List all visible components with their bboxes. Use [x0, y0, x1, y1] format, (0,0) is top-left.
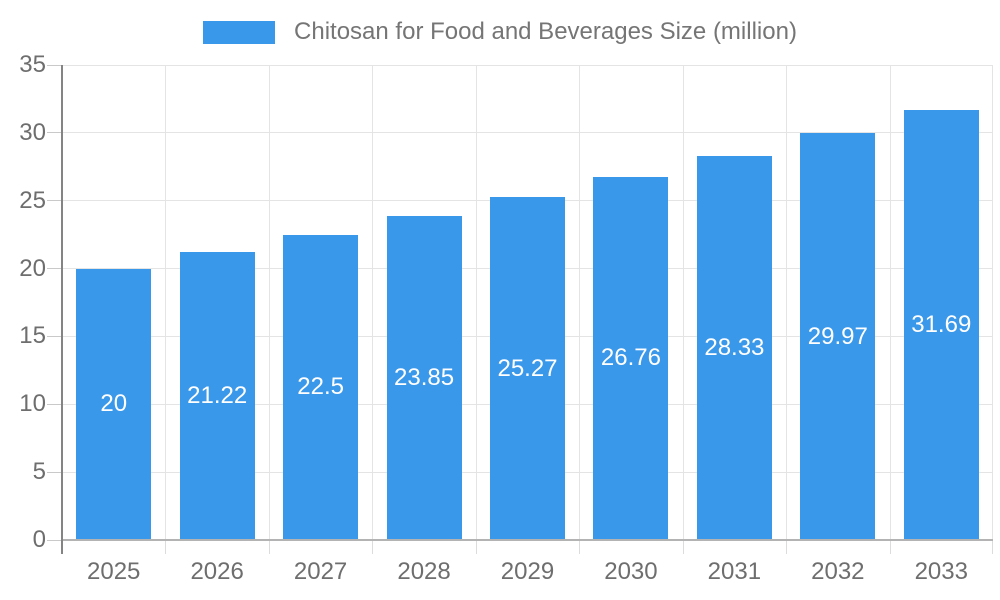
gridline-vertical [992, 65, 993, 540]
bar[interactable]: 21.22 [179, 252, 255, 540]
bar[interactable]: 25.27 [490, 197, 565, 540]
x-axis-label: 2030 [604, 558, 658, 585]
y-axis-tick-label: 30 [19, 118, 46, 146]
x-axis-tick-mark [992, 540, 993, 554]
plot-area: 20 21.22 22.5 23.85 25.27 26.76 28.33 29.97 31.6… [61, 64, 993, 554]
bar-value-label: 21.22 [187, 382, 248, 409]
y-axis-tick-mark [47, 471, 62, 473]
gridline-vertical [786, 65, 788, 540]
legend-swatch-icon [203, 20, 276, 44]
x-axis-label: 2026 [190, 558, 244, 585]
x-axis-tick-mark [786, 540, 788, 554]
x-axis-tick-mark [682, 540, 684, 554]
x-axis-label: 2028 [397, 558, 451, 585]
y-axis-tick-mark [47, 64, 62, 66]
bar[interactable]: 22.5 [283, 234, 359, 540]
y-axis-tick-mark [47, 132, 62, 134]
y-axis-tick-label: 20 [19, 254, 46, 282]
bar-value-label: 20 [100, 390, 128, 418]
bar[interactable]: 28.33 [696, 155, 772, 540]
y-axis-tick-label: 25 [19, 186, 46, 214]
bar[interactable]: 31.69 [903, 109, 979, 540]
y-axis-tick-mark [47, 200, 62, 202]
x-axis-tick-mark [475, 540, 477, 554]
y-axis-tick-label: 0 [32, 526, 46, 553]
y-axis-tick-mark [47, 403, 62, 405]
x-axis-label: 2025 [87, 558, 141, 585]
gridline-vertical [268, 65, 270, 540]
bar-value-label: 31.69 [911, 310, 972, 338]
bar-value-label: 28.33 [704, 333, 765, 361]
x-axis-label: 2029 [500, 558, 555, 585]
bar-value-label: 23.85 [394, 364, 455, 392]
y-axis-tick-mark [47, 335, 62, 337]
legend[interactable]: Chitosan for Food and Beverages Size (mi… [0, 18, 1000, 46]
y-axis-tick-label: 5 [32, 458, 46, 486]
x-axis-tick-mark [372, 540, 374, 554]
x-axis-label: 2027 [293, 558, 348, 585]
y-axis-line [61, 65, 63, 554]
gridline-vertical [682, 65, 684, 540]
gridline-vertical [889, 65, 891, 540]
x-axis-tick-mark [268, 540, 270, 554]
gridline-vertical [165, 65, 167, 540]
bar-value-label: 26.76 [600, 344, 661, 372]
x-axis-label: 2032 [811, 558, 865, 585]
bar-value-label: 29.97 [807, 322, 868, 350]
y-axis-tick-label: 35 [19, 51, 46, 78]
x-axis-tick-mark [579, 540, 581, 554]
x-axis-line [62, 539, 993, 541]
legend-label: Chitosan for Food and Beverages Size (mi… [294, 18, 797, 45]
x-axis-tick-mark [889, 540, 891, 554]
gridline-vertical [475, 65, 477, 540]
y-axis-tick-mark [47, 268, 62, 270]
bar-value-label: 25.27 [497, 354, 558, 382]
gridline-vertical [579, 65, 581, 540]
x-axis-tick-mark [165, 540, 167, 554]
y-axis-tick-label: 15 [19, 322, 46, 350]
bar[interactable]: 23.85 [386, 216, 462, 540]
bar[interactable]: 26.76 [593, 176, 669, 540]
y-axis-tick-mark [47, 539, 62, 541]
gridline-horizontal [62, 132, 993, 134]
bar[interactable]: 20 [76, 268, 152, 540]
x-axis-label: 2033 [914, 558, 968, 585]
gridline-vertical [372, 65, 374, 540]
bar[interactable]: 29.97 [800, 133, 876, 540]
y-axis-tick-label: 10 [19, 390, 46, 418]
gridline-horizontal [62, 64, 993, 66]
x-axis-label: 2031 [707, 558, 762, 585]
bar-value-label: 22.5 [297, 373, 344, 401]
